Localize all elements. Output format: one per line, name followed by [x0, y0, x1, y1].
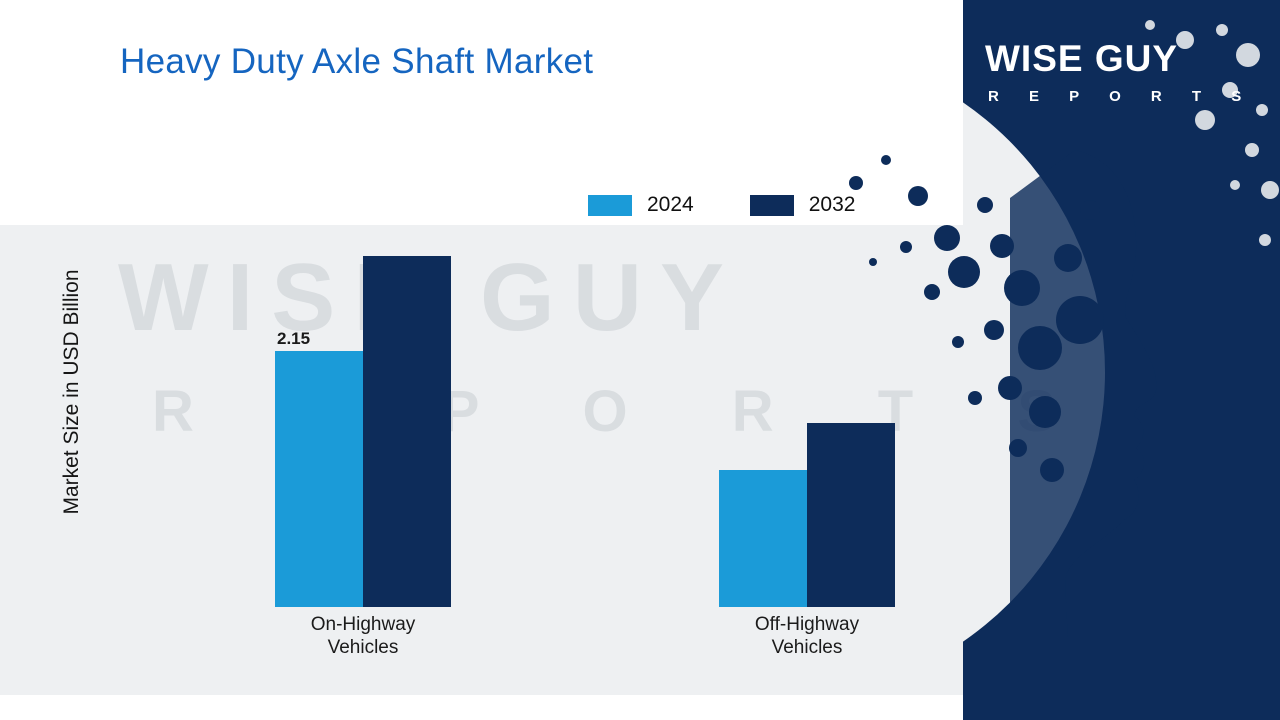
- bar-2024-cat0: [275, 351, 363, 607]
- chart-legend: 2024 2032: [588, 193, 855, 217]
- legend-swatch-2024: [588, 194, 632, 216]
- bar-2032-cat0: [363, 256, 451, 607]
- bar-2024-cat1: [719, 470, 807, 607]
- bars-layer: [275, 256, 895, 607]
- bottom-strip: [0, 695, 963, 720]
- category-label-off-highway: Off-Highway Vehicles: [754, 614, 860, 658]
- legend-item-2024: 2024: [588, 193, 694, 217]
- legend-swatch-2032: [749, 194, 794, 216]
- brand-wordmark: WISE GUY: [985, 38, 1179, 79]
- legend-item-2032: 2032: [749, 193, 856, 217]
- bar-2032-cat1: [807, 423, 895, 607]
- brand-panel: [963, 0, 1280, 720]
- chart-canvas: [0, 225, 963, 695]
- circle-cutout: [963, 45, 1105, 699]
- brand-logo: WISE GUY R E P O R T S: [985, 38, 1254, 105]
- page-title: Heavy Duty Axle Shaft Market: [120, 42, 594, 81]
- category-label-on-highway: On-Highway Vehicles: [310, 614, 416, 658]
- brand-subtitle: R E P O R T S: [988, 88, 1255, 105]
- legend-label-2024: 2024: [647, 193, 694, 216]
- legend-label-2032: 2032: [808, 193, 856, 216]
- bar-value-label: 2.15: [277, 329, 311, 348]
